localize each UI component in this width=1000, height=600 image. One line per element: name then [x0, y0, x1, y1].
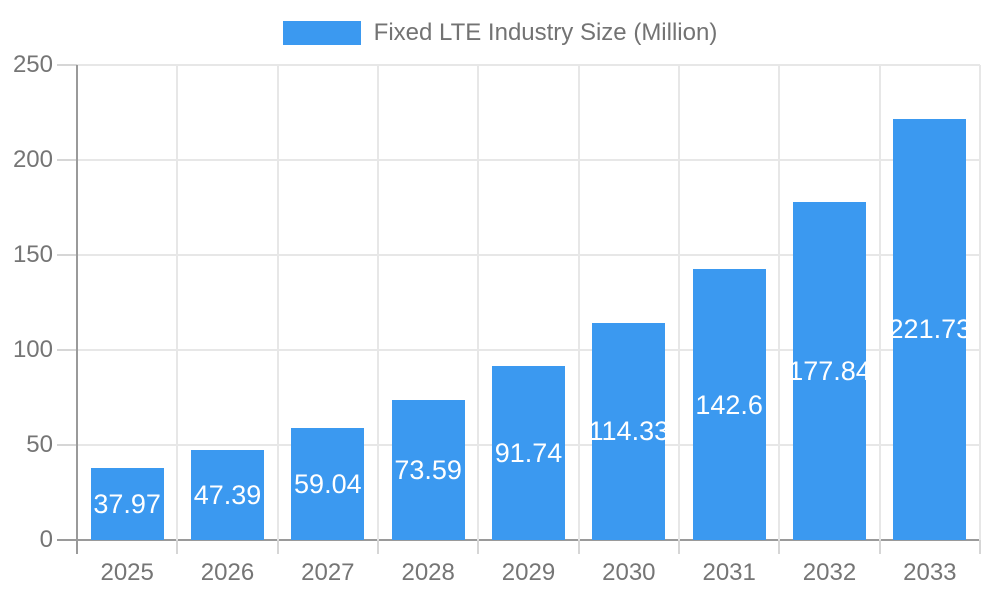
y-axis-tick-label: 150 [12, 241, 53, 268]
x-gridline [276, 65, 279, 540]
y-tick-mark [57, 444, 77, 446]
bar[interactable] [492, 365, 565, 540]
x-tick-mark [76, 540, 78, 554]
x-gridline [878, 65, 881, 540]
x-axis-tick-label: 2027 [301, 559, 355, 586]
x-axis-tick-label: 2032 [802, 559, 857, 586]
y-axis-tick-label: 0 [39, 526, 53, 553]
x-gridline [577, 65, 580, 540]
x-tick-mark [377, 540, 379, 554]
x-tick-mark [979, 540, 981, 554]
y-tick-mark [57, 254, 77, 256]
chart-legend-item[interactable]: Fixed LTE Industry Size (Million) [0, 18, 1000, 48]
x-tick-mark [878, 540, 881, 554]
x-tick-mark [477, 540, 480, 554]
x-axis-tick-label: 2029 [501, 559, 556, 586]
bar[interactable] [692, 269, 766, 540]
y-gridline [77, 64, 980, 66]
bar[interactable] [793, 202, 866, 540]
y-tick-mark [57, 64, 77, 66]
x-tick-mark [276, 540, 279, 554]
y-axis-tick-label: 250 [12, 51, 53, 78]
x-axis-tick-label: 2031 [702, 559, 756, 586]
x-axis-tick-label: 2030 [602, 559, 656, 586]
y-tick-mark [57, 349, 77, 351]
x-gridline [76, 65, 78, 540]
bar[interactable] [893, 118, 967, 540]
y-gridline [77, 539, 980, 541]
legend-swatch [282, 21, 361, 45]
x-tick-mark [577, 540, 580, 554]
y-gridline [77, 254, 980, 256]
bar[interactable] [191, 449, 264, 540]
x-gridline [176, 65, 179, 540]
x-tick-mark [176, 540, 179, 554]
y-axis-tick-label: 50 [26, 431, 53, 458]
bar[interactable] [291, 427, 365, 540]
x-gridline [778, 65, 781, 540]
y-axis-tick-label: 200 [12, 146, 53, 173]
y-tick-mark [57, 539, 77, 541]
x-gridline [678, 65, 680, 540]
x-axis-tick-label: 2026 [200, 559, 255, 586]
bar[interactable] [391, 400, 465, 540]
y-gridline [77, 159, 980, 161]
legend-label: Fixed LTE Industry Size (Million) [373, 19, 718, 46]
y-tick-mark [57, 159, 77, 161]
y-gridline [77, 349, 980, 351]
x-gridline [979, 65, 981, 540]
x-tick-mark [678, 540, 680, 554]
x-tick-mark [778, 540, 781, 554]
bar[interactable] [90, 467, 164, 540]
x-axis-tick-label: 2025 [100, 559, 154, 586]
x-axis-tick-label: 2028 [401, 559, 455, 586]
x-gridline [377, 65, 379, 540]
bar[interactable] [592, 322, 666, 540]
x-gridline [477, 65, 480, 540]
y-axis-tick-label: 100 [12, 336, 53, 363]
x-axis-tick-label: 2033 [903, 559, 957, 586]
